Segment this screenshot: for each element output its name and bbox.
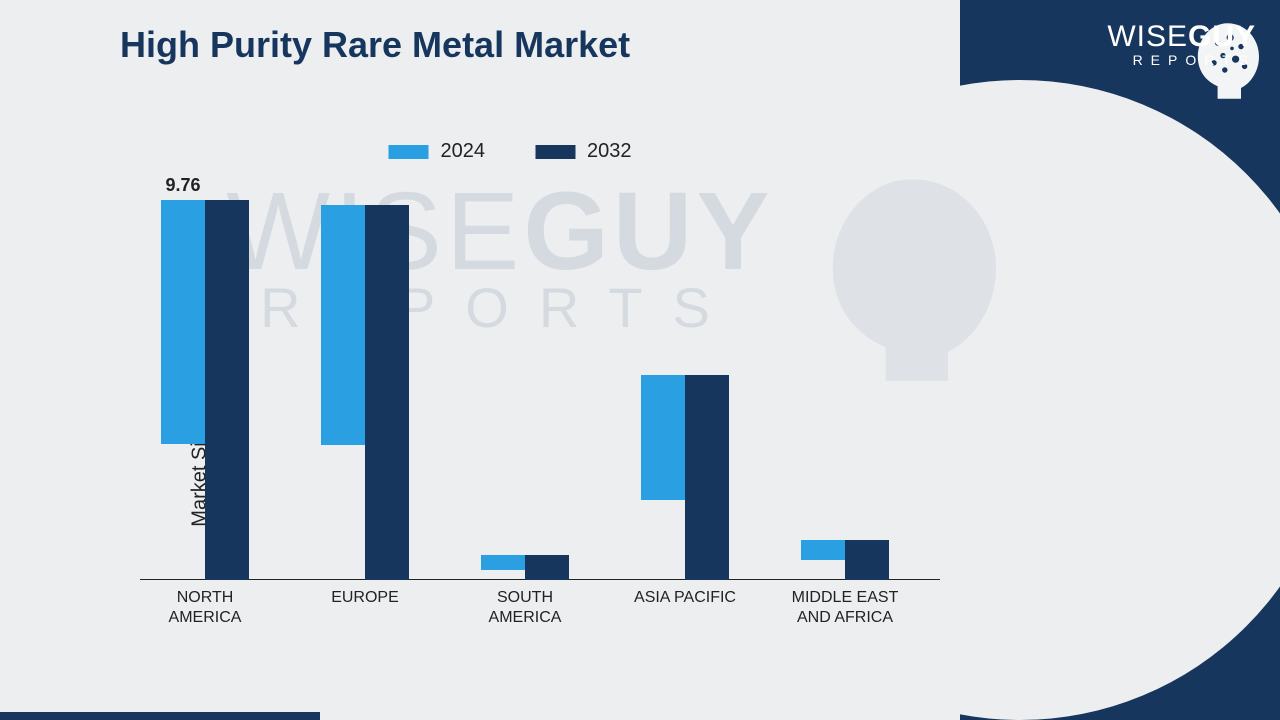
bar: [845, 540, 889, 580]
legend-item-2024: 2024: [389, 140, 486, 163]
bar-group: EUROPE: [300, 205, 430, 580]
bar: 9.76: [161, 200, 205, 444]
logo-guy: GUY: [1188, 20, 1256, 53]
legend-label-2024: 2024: [441, 140, 486, 163]
bar-group: MIDDLE EAST AND AFRICA: [780, 540, 910, 580]
category-label: ASIA PACIFIC: [620, 588, 750, 608]
bar-group: ASIA PACIFIC: [620, 375, 750, 580]
legend-label-2032: 2032: [587, 140, 632, 163]
category-label: EUROPE: [300, 588, 430, 608]
category-label: MIDDLE EAST AND AFRICA: [780, 588, 910, 628]
bar: [641, 375, 685, 500]
page-title: High Purity Rare Metal Market: [120, 24, 630, 66]
bar: [801, 540, 845, 560]
bar: [685, 375, 729, 580]
bar: [525, 555, 569, 580]
bottom-bar: [0, 712, 320, 720]
bar: [321, 205, 365, 445]
brand-logo: WISEGUY REPORTS: [1107, 20, 1256, 68]
value-label: 9.76: [161, 175, 205, 196]
bar-group: SOUTH AMERICA: [460, 555, 590, 580]
legend-swatch-2032: [535, 145, 575, 159]
legend-swatch-2024: [389, 145, 429, 159]
logo-wise: WISE: [1107, 20, 1188, 53]
bar: [205, 200, 249, 580]
bar-group: 9.76NORTH AMERICA: [140, 200, 270, 580]
logo-reports: REPORTS: [1107, 52, 1256, 68]
legend-item-2032: 2032: [535, 140, 632, 163]
category-label: NORTH AMERICA: [140, 588, 270, 628]
legend: 2024 2032: [389, 140, 632, 163]
chart: Market Size in USD Billion 2024 2032 9.7…: [60, 150, 960, 670]
plot-area: 9.76NORTH AMERICAEUROPE SOUTH AMERICA ASIA…: [140, 180, 940, 580]
bar: [481, 555, 525, 570]
bar: [365, 205, 409, 580]
page: WISEGUY REPORTS High Purity Rare Metal M…: [0, 0, 1280, 720]
category-label: SOUTH AMERICA: [460, 588, 590, 628]
